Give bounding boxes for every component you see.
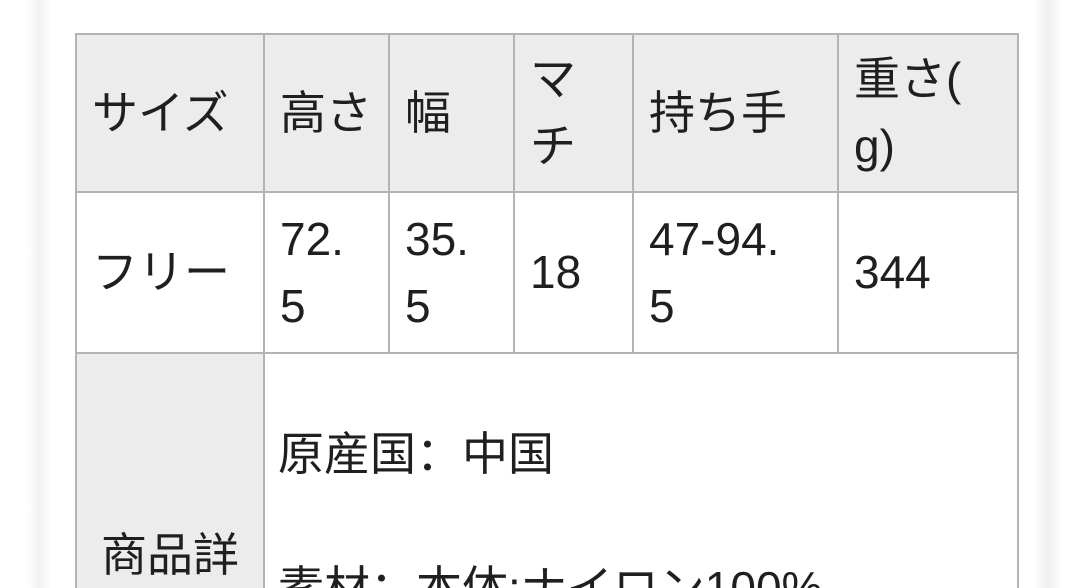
spec-header-row: サイズ 高さ 幅 マ チ 持ち手 重さ( g): [75, 33, 1019, 193]
value-cell-height: 72. 5: [263, 191, 390, 354]
product-spec-table: サイズ 高さ 幅 マ チ 持ち手 重さ( g) フリー 72. 5 35. 5 …: [75, 33, 1019, 588]
value-cell-weight: 344: [837, 191, 1019, 354]
value-cell-width: 35. 5: [388, 191, 515, 354]
header-cell-width: 幅: [388, 33, 515, 193]
detail-label-cell: 商品詳 細: [75, 352, 265, 588]
detail-content-cell: 原産国：中国 素材：本体:ナイロン100% サイズ：フリー: [263, 352, 1019, 588]
header-cell-size: サイズ: [75, 33, 265, 193]
value-cell-handle: 47-94. 5: [632, 191, 839, 354]
header-cell-height: 高さ: [263, 33, 390, 193]
left-page-edge-shadow: [26, 0, 52, 588]
value-cell-size: フリー: [75, 191, 265, 354]
product-detail-row: 商品詳 細 原産国：中国 素材：本体:ナイロン100% サイズ：フリー: [75, 352, 1019, 588]
value-cell-gusset: 18: [513, 191, 634, 354]
right-page-edge-shadow: [1034, 0, 1062, 588]
detail-line-origin: 原産国：中国: [278, 428, 554, 480]
header-cell-handle: 持ち手: [632, 33, 839, 193]
header-cell-weight: 重さ( g): [837, 33, 1019, 193]
detail-line-material: 素材：本体:ナイロン100%: [278, 562, 823, 588]
spec-value-row: フリー 72. 5 35. 5 18 47-94. 5 344: [75, 191, 1019, 354]
header-cell-gusset: マ チ: [513, 33, 634, 193]
